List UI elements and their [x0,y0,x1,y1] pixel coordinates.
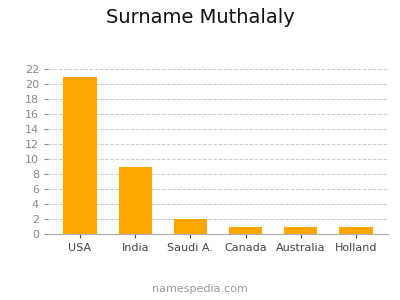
Bar [119,167,152,234]
Bar [340,226,372,234]
Bar [229,226,262,234]
Text: Surname Muthalaly: Surname Muthalaly [106,8,294,27]
Bar [284,226,317,234]
Text: namespedia.com: namespedia.com [152,284,248,294]
Bar [64,76,96,234]
Bar [174,219,207,234]
